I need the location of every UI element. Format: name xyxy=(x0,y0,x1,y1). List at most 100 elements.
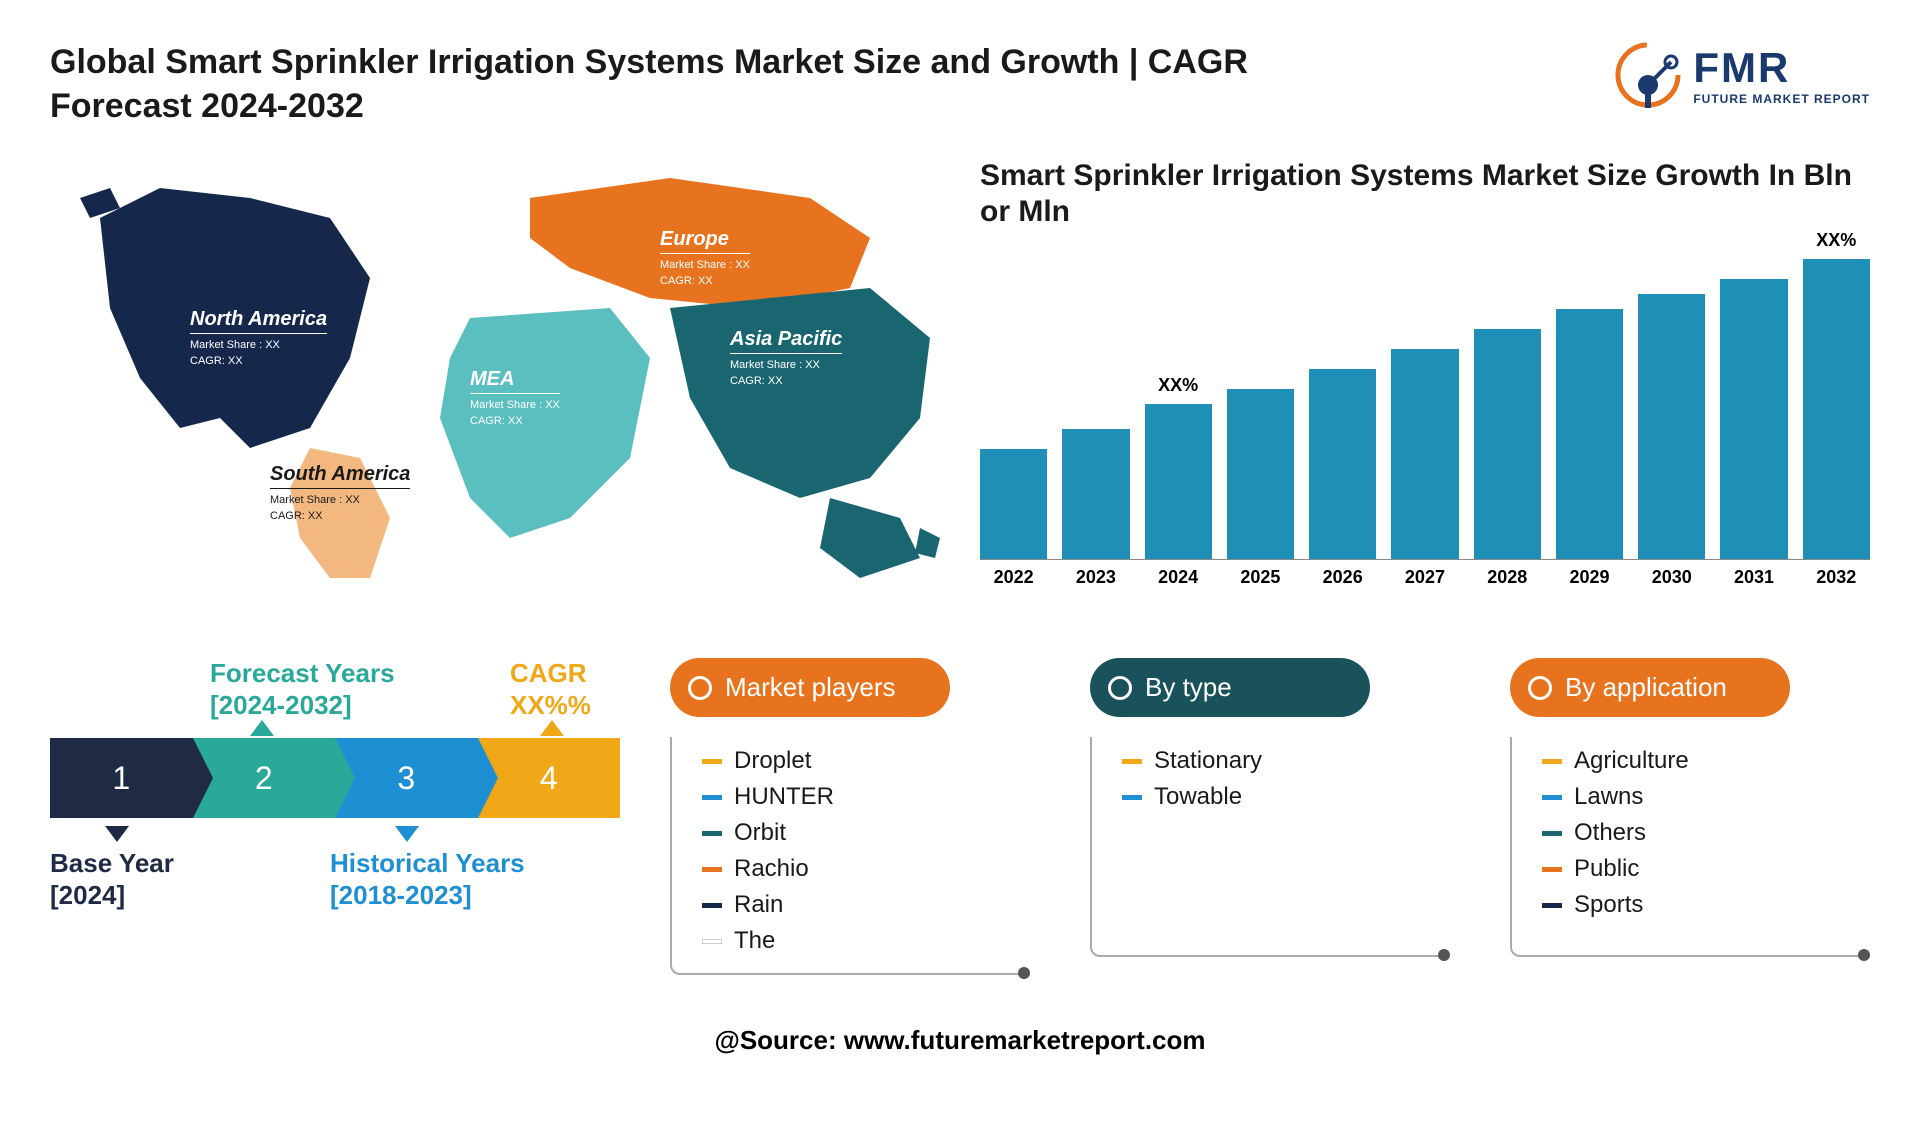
bullet-icon xyxy=(1542,831,1562,836)
timeline-label-sub: [2024] xyxy=(50,880,174,911)
bar-col-2022: 2022 xyxy=(980,449,1047,559)
bottom-row: Base Year[2024] Forecast Years[2024-2032]… xyxy=(50,658,1870,975)
category-item: Droplet xyxy=(702,747,1030,775)
logo-text: FMR FUTURE MARKET REPORT xyxy=(1693,44,1870,106)
timeline-label-sub: [2024-2032] xyxy=(210,690,395,721)
timeline-label-title: CAGR xyxy=(510,658,591,689)
chart-title: Smart Sprinkler Irrigation Systems Marke… xyxy=(980,158,1870,230)
bar xyxy=(1556,309,1623,559)
region-name: North America xyxy=(190,308,327,334)
category-item: Rain xyxy=(702,891,1030,919)
category-item-label: Lawns xyxy=(1574,783,1643,811)
timeline-arrow-icon xyxy=(250,720,274,736)
logo: FMR FUTURE MARKET REPORT xyxy=(1613,40,1870,110)
category-item: Stationary xyxy=(1122,747,1450,775)
bar-col-2024: XX% 2024 xyxy=(1145,404,1212,559)
bar-col-2028: 2028 xyxy=(1474,329,1541,559)
region-label-europe: Europe Market Share : XX CAGR: XX xyxy=(660,228,750,289)
bar xyxy=(1638,294,1705,559)
category-item: HUNTER xyxy=(702,783,1030,811)
region-share: Market Share : XX xyxy=(730,358,842,373)
bar-label: 2025 xyxy=(1240,567,1280,588)
bar-label: 2032 xyxy=(1816,567,1856,588)
bar-col-2032: XX% 2032 xyxy=(1803,259,1870,559)
region-share: Market Share : XX xyxy=(660,258,750,273)
category-col: By type Stationary Towable xyxy=(1090,658,1450,975)
timeline-label-sub: [2018-2023] xyxy=(330,880,525,911)
category-header: Market players xyxy=(670,658,950,717)
category-item: Rachio xyxy=(702,855,1030,883)
region-label-south-america: South America Market Share : XX CAGR: XX xyxy=(270,463,410,524)
bar-label: 2031 xyxy=(1734,567,1774,588)
timeline-arrow-icon xyxy=(540,720,564,736)
region-label-mea: MEA Market Share : XX CAGR: XX xyxy=(470,368,560,429)
region-cagr: CAGR: XX xyxy=(190,354,327,369)
region-share: Market Share : XX xyxy=(270,493,410,508)
category-col: Market players Droplet HUNTER Orbit Rach… xyxy=(670,658,1030,975)
timeline-seg-3: 3 xyxy=(335,738,478,818)
category-item-label: HUNTER xyxy=(734,783,834,811)
logo-main: FMR xyxy=(1693,44,1870,92)
bar-annotation: XX% xyxy=(1158,375,1198,396)
bullet-icon xyxy=(702,939,722,944)
category-item-label: Rachio xyxy=(734,855,809,883)
region-name: MEA xyxy=(470,368,560,394)
category-item: Towable xyxy=(1122,783,1450,811)
bullet-icon xyxy=(702,831,722,836)
timeline-bar: 1234 xyxy=(50,738,620,818)
bar xyxy=(1474,329,1541,559)
timeline-label: Forecast Years[2024-2032] xyxy=(210,658,395,720)
bar-label: 2028 xyxy=(1487,567,1527,588)
category-item: Public xyxy=(1542,855,1870,883)
bar xyxy=(1309,369,1376,559)
body-row: North America Market Share : XX CAGR: XX… xyxy=(50,158,1870,578)
category-item-label: Droplet xyxy=(734,747,811,775)
category-item: The xyxy=(702,927,1030,955)
region-cagr: CAGR: XX xyxy=(730,374,842,389)
category-item: Agriculture xyxy=(1542,747,1870,775)
category-list: Droplet HUNTER Orbit Rachio Rain The xyxy=(670,737,1030,975)
timeline-arrow-icon xyxy=(395,826,419,842)
category-header: By application xyxy=(1510,658,1790,717)
category-item-label: Towable xyxy=(1154,783,1242,811)
bar xyxy=(1803,259,1870,559)
region-name: Europe xyxy=(660,228,750,254)
bar-label: 2023 xyxy=(1076,567,1116,588)
bullet-icon xyxy=(702,867,722,872)
bar-col-2029: 2029 xyxy=(1556,309,1623,559)
bar-annotation: XX% xyxy=(1816,230,1856,251)
category-item-label: Stationary xyxy=(1154,747,1262,775)
bullet-icon xyxy=(702,903,722,908)
timeline-label-title: Forecast Years xyxy=(210,658,395,689)
category-item-label: Others xyxy=(1574,819,1646,847)
timeline-label-title: Historical Years xyxy=(330,848,525,879)
bullet-icon xyxy=(702,795,722,800)
region-share: Market Share : XX xyxy=(190,338,327,353)
bullet-icon xyxy=(702,759,722,764)
bar-label: 2027 xyxy=(1405,567,1445,588)
header: Global Smart Sprinkler Irrigation System… xyxy=(50,40,1870,128)
bar-col-2027: 2027 xyxy=(1391,349,1458,559)
timeline-label-title: Base Year xyxy=(50,848,174,879)
logo-icon xyxy=(1613,40,1683,110)
bar-col-2026: 2026 xyxy=(1309,369,1376,559)
region-name: South America xyxy=(270,463,410,489)
page-title: Global Smart Sprinkler Irrigation System… xyxy=(50,40,1250,128)
category-item: Orbit xyxy=(702,819,1030,847)
bar-label: 2029 xyxy=(1569,567,1609,588)
category-item: Lawns xyxy=(1542,783,1870,811)
bar xyxy=(1227,389,1294,559)
bullet-icon xyxy=(1542,867,1562,872)
timeline-label: CAGRXX%% xyxy=(510,658,591,720)
bar xyxy=(1720,279,1787,559)
bullet-icon xyxy=(1542,795,1562,800)
region-name: Asia Pacific xyxy=(730,328,842,354)
category-item-label: Orbit xyxy=(734,819,786,847)
bullet-icon xyxy=(1542,759,1562,764)
source-text: @Source: www.futuremarketreport.com xyxy=(50,1025,1870,1056)
bar-label: 2022 xyxy=(994,567,1034,588)
bar xyxy=(1145,404,1212,559)
category-header: By type xyxy=(1090,658,1370,717)
timeline-seg-2: 2 xyxy=(193,738,336,818)
timeline-label: Historical Years[2018-2023] xyxy=(330,848,525,910)
